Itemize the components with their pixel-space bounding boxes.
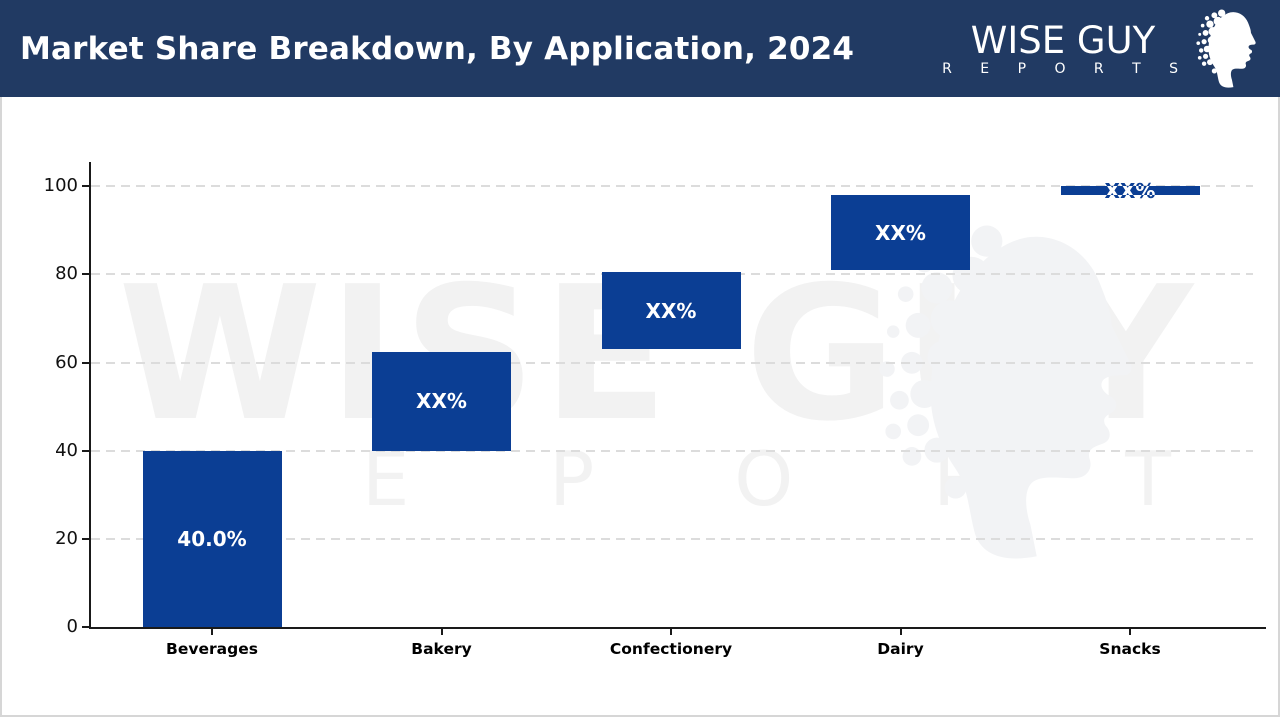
category-label-bakery: Bakery [411,640,472,658]
gridline-60 [91,361,1253,364]
y-tick-label-80: 80 [55,263,78,285]
bar-label-beverages: 40.0% [177,526,247,551]
header-bar: Market Share Breakdown, By Application, … [0,0,1280,97]
x-tick-snacks [1129,627,1131,635]
bar-confectionery: XX% [601,272,741,350]
logo-face-icon [1196,8,1256,88]
y-tick-60 [82,361,90,364]
category-label-beverages: Beverages [166,640,258,658]
bar-snacks: XX% [1060,186,1200,196]
bar-label-bakery: XX% [416,389,467,414]
category-label-confectionery: Confectionery [609,640,733,658]
logo-subtext: R E P O R T S [942,60,1190,77]
x-tick-confectionery [670,627,672,635]
y-tick-0 [82,626,90,628]
y-tick-label-100: 100 [43,175,78,197]
bar-label-snacks: XX% [1061,186,1200,195]
gridline-40 [91,449,1253,452]
y-axis-line [89,162,91,629]
logo-wordmark: WISE GUY [970,18,1156,62]
y-tick-80 [82,273,90,276]
y-tick-label-40: 40 [55,439,78,461]
gridline-20 [91,537,1253,540]
logo-text: WISE GUY R E P O R T S [936,22,1190,76]
page-title: Market Share Breakdown, By Application, … [20,30,855,67]
category-label-dairy: Dairy [877,640,924,658]
x-tick-beverages [211,627,213,635]
x-tick-bakery [440,627,443,635]
bar-label-confectionery: XX% [645,298,697,323]
bar-bakery: XX% [372,351,511,451]
bar-dairy: XX% [831,195,970,270]
bar-beverages: 40.0% [142,450,282,627]
brand-logo: WISE GUY R E P O R T S [936,8,1280,90]
y-tick-100 [82,185,90,188]
gridline-100 [91,185,1253,188]
category-label-snacks: Snacks [1099,640,1161,658]
bar-label-dairy: XX% [875,220,926,245]
y-tick-label-20: 20 [55,527,78,549]
x-axis-line [89,627,1266,629]
y-tick-40 [82,449,90,452]
figure-border-right [1278,97,1280,717]
y-tick-20 [82,537,90,540]
y-tick-label-0: 0 [66,616,78,637]
figure-border-bottom [0,715,1280,717]
figure-border-left [0,97,2,717]
y-tick-label-60: 60 [55,351,78,373]
x-tick-dairy [899,627,902,635]
